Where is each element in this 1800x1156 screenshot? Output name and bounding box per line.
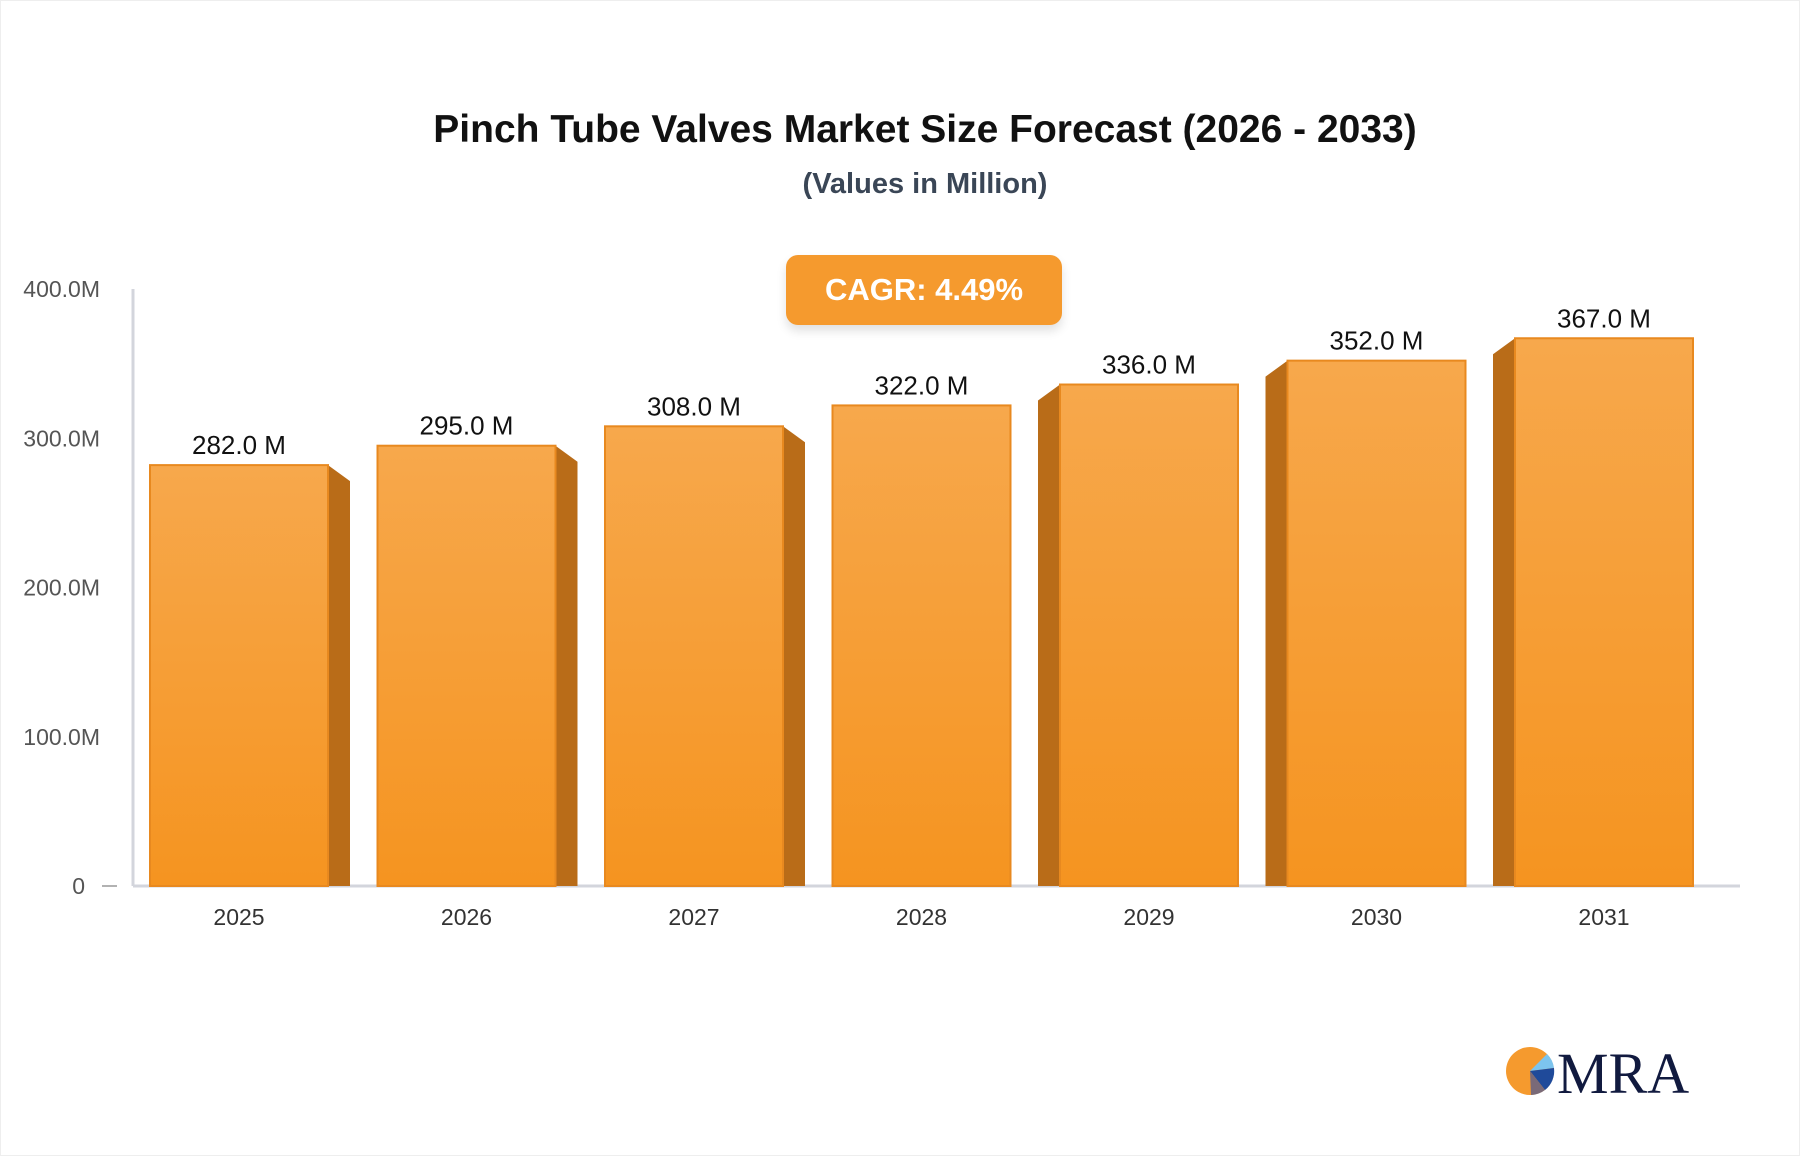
bar-2026 (376, 444, 557, 887)
bar-2027 (604, 425, 784, 887)
data-label: 352.0 M (1330, 326, 1424, 356)
x-tick-label: 2030 (1351, 904, 1402, 930)
y-tick-label: 400.0M (23, 276, 100, 302)
y-tick-label: 200.0M (23, 575, 100, 601)
data-label: 295.0 M (420, 411, 514, 441)
y-tick-label: 0 (72, 873, 85, 899)
bar-side (783, 426, 805, 886)
bar-side (1493, 338, 1515, 886)
bar-2029 (1059, 383, 1239, 887)
x-tick-label: 2025 (213, 904, 264, 930)
mra-logo: MRA (1506, 1041, 1689, 1100)
y-tick-label: 300.0M (23, 425, 100, 451)
data-label: 367.0 M (1557, 303, 1651, 333)
bar-side (1265, 360, 1288, 886)
x-tick-label: 2026 (441, 904, 492, 930)
x-tick-label: 2027 (668, 904, 719, 930)
data-label: 282.0 M (192, 430, 286, 460)
bar-2030 (1286, 359, 1467, 887)
chart-subtitle: (Values in Million) (802, 168, 1048, 200)
data-label: 336.0 M (1102, 350, 1196, 380)
cagr-badge: CAGR: 4.49% (786, 255, 1062, 325)
logo-text: MRA (1557, 1041, 1689, 1100)
x-tick-label: 2028 (896, 904, 947, 930)
bar-side (328, 465, 350, 886)
y-tick-label: 100.0M (23, 724, 100, 750)
data-label: 322.0 M (875, 370, 969, 400)
bar-2025 (149, 464, 329, 887)
bar-2028 (831, 404, 1012, 887)
data-label: 308.0 M (647, 391, 741, 421)
x-tick-label: 2029 (1123, 904, 1174, 930)
bar-side (555, 445, 578, 886)
chart-title: Pinch Tube Valves Market Size Forecast (… (433, 108, 1417, 151)
bar-2031 (1514, 337, 1694, 887)
bar-side (1038, 384, 1060, 886)
x-tick-label: 2031 (1578, 904, 1629, 930)
